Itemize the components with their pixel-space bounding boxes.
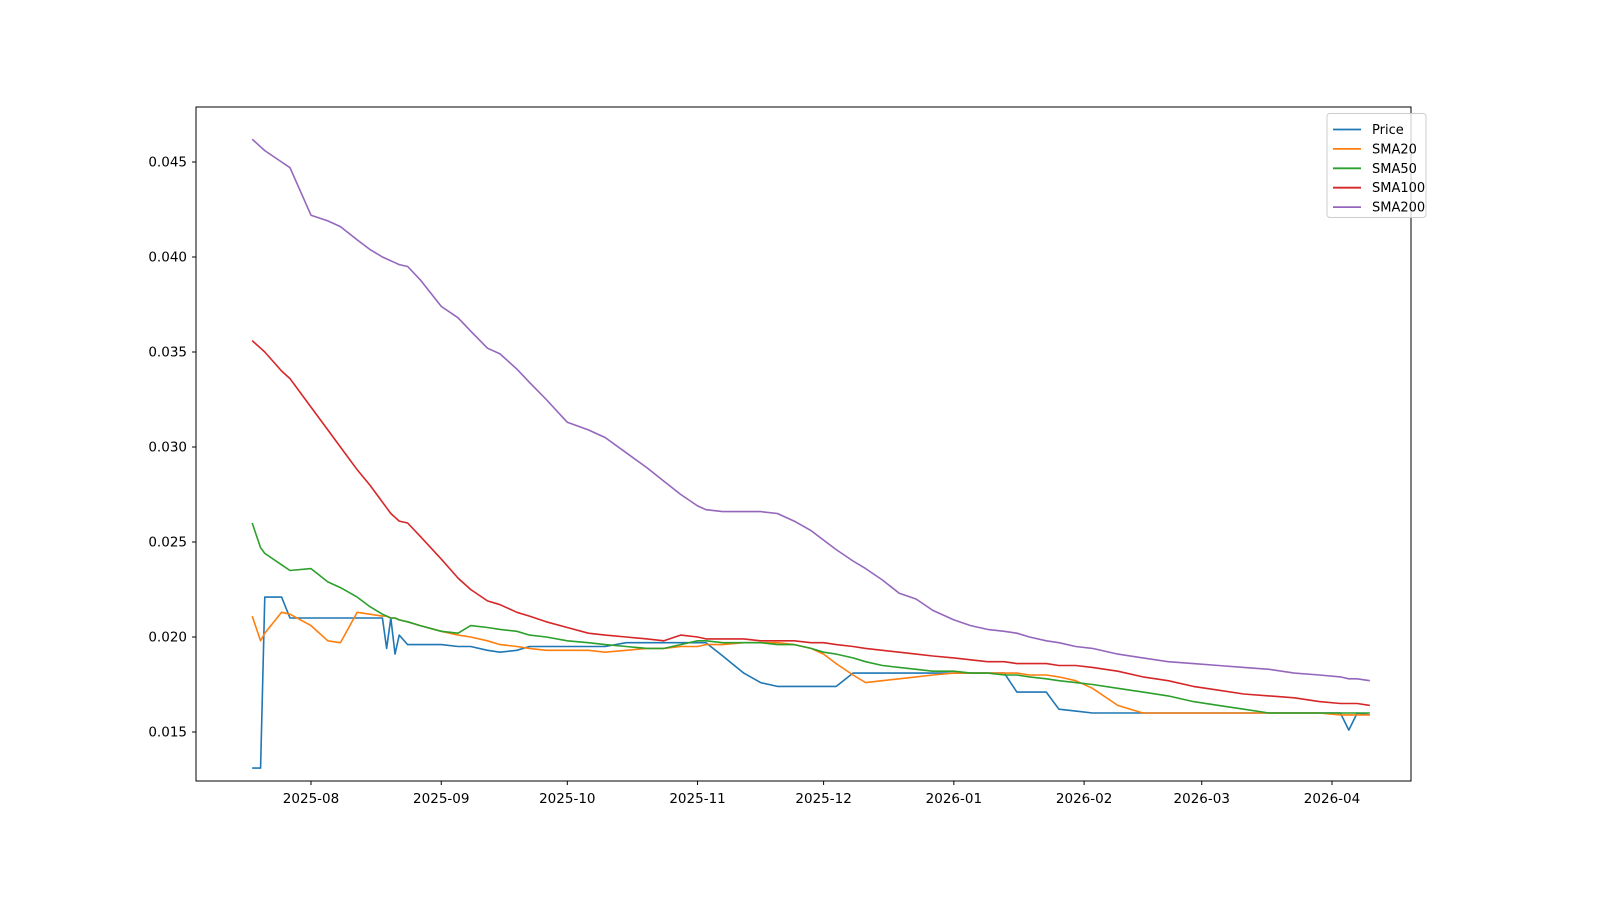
y-tick-label: 0.045 — [148, 155, 187, 171]
series-line-sma200 — [251, 138, 1370, 682]
y-tick-label: 0.015 — [148, 725, 187, 741]
x-tick-label: 2026-02 — [1056, 791, 1112, 807]
y-tick-label: 0.020 — [148, 630, 187, 646]
x-tick-label: 2025-08 — [283, 791, 339, 807]
x-tick-label: 2026-03 — [1174, 791, 1230, 807]
series-line-sma100 — [251, 340, 1370, 707]
x-tick-label: 2025-10 — [539, 791, 595, 807]
x-tick-label: 2025-09 — [413, 791, 469, 807]
x-tick-label: 2025-11 — [669, 791, 725, 807]
y-tick-label: 0.025 — [148, 535, 187, 551]
y-tick-label: 0.040 — [148, 250, 187, 266]
legend-label-price: Price — [1372, 123, 1404, 138]
legend-box — [1326, 113, 1427, 218]
series-line-price — [252, 596, 1370, 769]
x-tick-label: 2025-12 — [795, 791, 851, 807]
y-tick-label: 0.035 — [148, 345, 187, 361]
y-tick-label: 0.030 — [148, 440, 187, 456]
legend-label-sma50: SMA50 — [1372, 162, 1417, 177]
axes-frame — [195, 106, 1412, 782]
legend-label-sma20: SMA20 — [1372, 142, 1417, 157]
series-line-sma50 — [251, 522, 1370, 714]
x-tick-label: 2026-04 — [1304, 791, 1360, 807]
x-tick-label: 2026-01 — [926, 791, 982, 807]
legend-label-sma100: SMA100 — [1372, 181, 1425, 196]
legend-label-sma200: SMA200 — [1372, 201, 1425, 216]
